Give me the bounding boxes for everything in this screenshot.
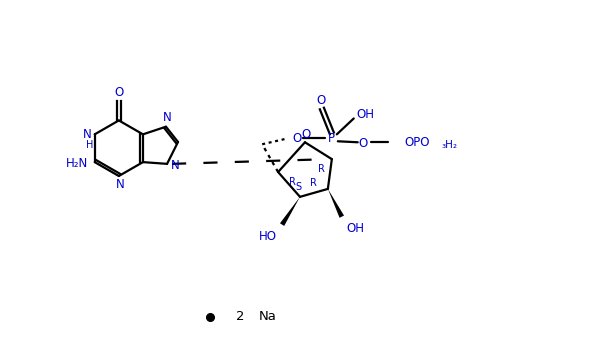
Text: P: P — [328, 132, 336, 145]
Text: O: O — [301, 128, 311, 141]
Text: N: N — [162, 111, 171, 124]
Text: O: O — [317, 94, 325, 107]
Polygon shape — [280, 197, 300, 226]
Text: R: R — [289, 177, 296, 187]
Text: S: S — [295, 182, 301, 192]
Polygon shape — [328, 189, 344, 218]
Text: R: R — [311, 178, 317, 188]
Text: Na: Na — [259, 310, 277, 323]
Text: OPO: OPO — [405, 136, 430, 149]
Text: H: H — [86, 140, 93, 150]
Text: 2: 2 — [236, 310, 245, 323]
Text: O: O — [292, 132, 302, 145]
Text: ₃H₂: ₃H₂ — [441, 140, 458, 150]
Text: OH: OH — [347, 222, 365, 235]
Text: OH: OH — [356, 108, 375, 121]
Text: O: O — [114, 86, 124, 99]
Text: N: N — [171, 159, 180, 172]
Text: N: N — [115, 178, 124, 191]
Text: O: O — [358, 137, 367, 150]
Text: R: R — [318, 164, 325, 174]
Text: H₂N: H₂N — [65, 157, 88, 169]
Text: HO: HO — [259, 230, 277, 243]
Text: N: N — [83, 128, 92, 141]
